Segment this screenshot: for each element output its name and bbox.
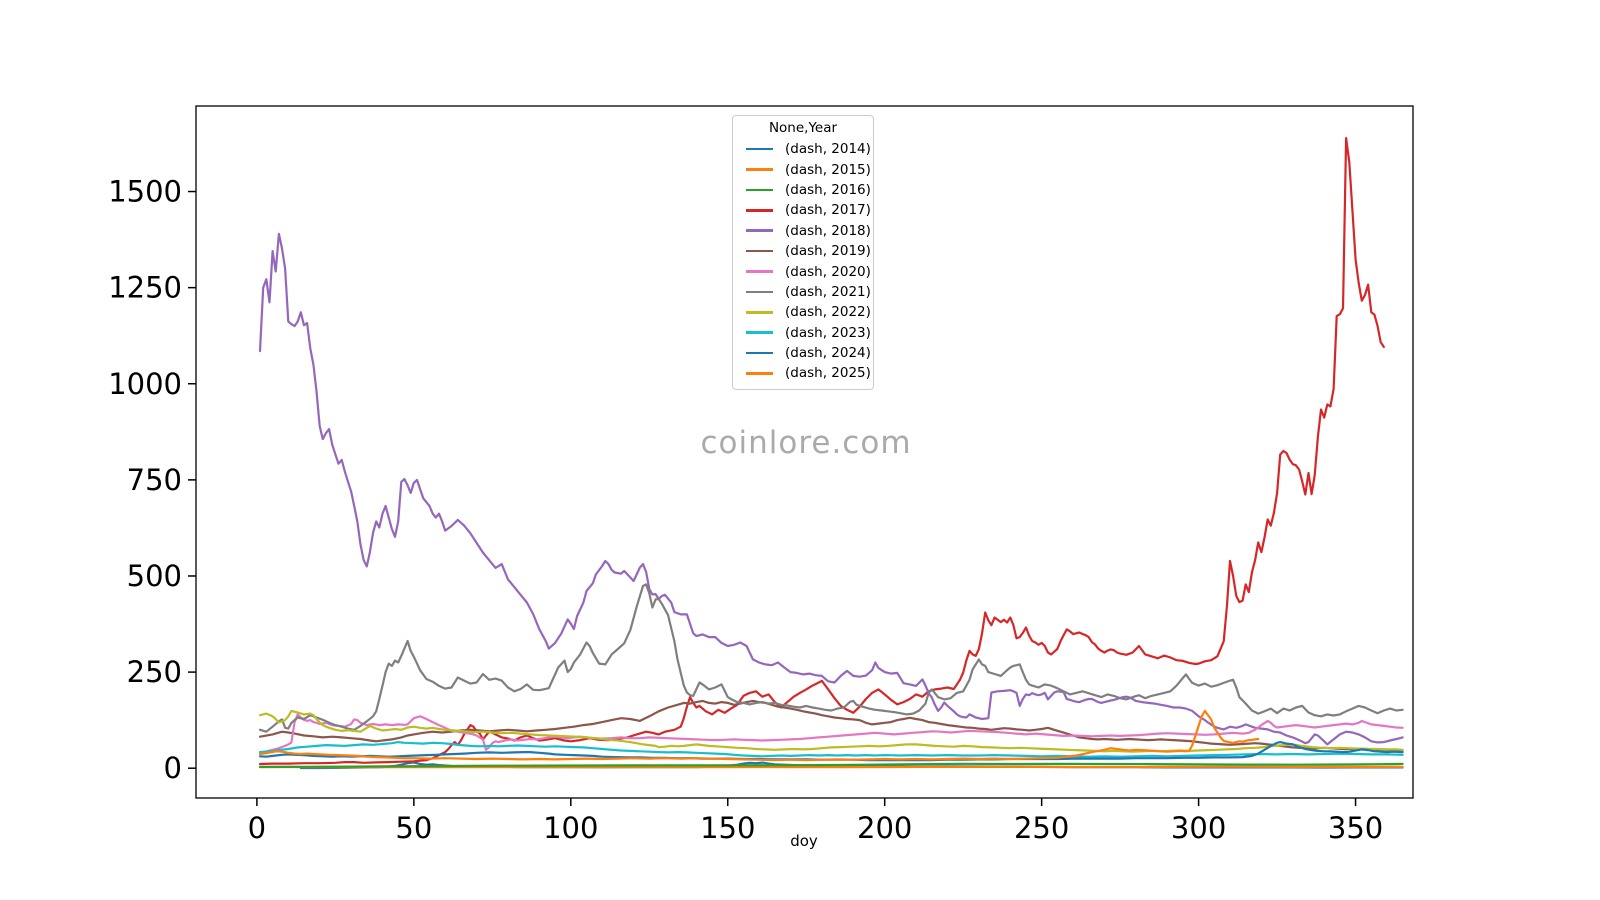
legend-item-dash-2023: (dash, 2023): [733, 323, 873, 343]
series-line-dash-2017: [258, 137, 1385, 766]
legend-label: (dash, 2016): [785, 181, 871, 198]
legend-items: (dash, 2014) (dash, 2015) (dash, 2016) (das…: [733, 139, 873, 384]
legend-item-dash-2015: (dash, 2015): [733, 159, 873, 179]
series-line-dash-2016: [258, 762, 1404, 769]
legend-item-dash-2020: (dash, 2020): [733, 261, 873, 281]
legend-label: (dash, 2017): [785, 202, 871, 219]
y-tick-label: 1500: [108, 175, 182, 209]
legend-swatch: [746, 270, 773, 273]
legend-label: (dash, 2019): [785, 243, 871, 260]
legend-label: (dash, 2025): [785, 365, 871, 382]
plot-border: [195, 105, 1414, 799]
legend-item-dash-2017: (dash, 2017): [733, 200, 873, 220]
series-line-dash-2018: [258, 232, 1404, 746]
y-tick-label: 0: [164, 751, 182, 785]
legend-swatch: [746, 331, 773, 334]
legend-swatch: [746, 188, 773, 192]
legend-swatch: [746, 229, 773, 233]
legend-label: (dash, 2018): [785, 222, 871, 239]
watermark: coinlore.com: [700, 425, 912, 461]
legend-label: (dash, 2020): [785, 263, 871, 280]
series-line-dash-2015: [258, 765, 1404, 769]
legend-item-dash-2024: (dash, 2024): [733, 343, 873, 363]
legend-swatch: [746, 209, 773, 212]
x-tick-label: 200: [857, 811, 912, 845]
x-tick-label: 50: [395, 811, 432, 845]
x-tick-label: 250: [1014, 811, 1069, 845]
series-line-dash-2019: [258, 699, 1404, 752]
x-tick-label: 150: [700, 811, 755, 845]
legend-label: (dash, 2021): [785, 283, 871, 300]
legend-swatch: [746, 168, 773, 171]
x-tick-label: 300: [1171, 811, 1226, 845]
y-tick-label: 750: [127, 463, 182, 497]
legend-swatch: [746, 249, 773, 253]
series-line-dash-2021: [258, 583, 1404, 733]
y-tick-label: 1250: [108, 271, 182, 305]
x-tick-label: 350: [1328, 811, 1383, 845]
series-line-dash-2025: [258, 709, 1260, 762]
y-tick-label: 500: [127, 559, 182, 593]
legend-swatch: [746, 311, 773, 314]
legend-item-dash-2022: (dash, 2022): [733, 302, 873, 322]
legend-label: (dash, 2024): [785, 345, 871, 362]
legend-swatch: [746, 372, 773, 375]
legend-item-dash-2019: (dash, 2019): [733, 241, 873, 261]
legend-swatch: [746, 351, 773, 355]
legend-item-dash-2018: (dash, 2018): [733, 221, 873, 241]
legend-label: (dash, 2015): [785, 161, 871, 178]
y-tick-label: 250: [127, 655, 182, 689]
legend-swatch: [746, 290, 773, 294]
legend-title: None,Year: [768, 120, 838, 136]
series-line-dash-2020: [258, 713, 1404, 754]
legend-item-dash-2016: (dash, 2016): [733, 180, 873, 200]
legend-label: (dash, 2022): [785, 304, 871, 321]
x-tick-label: 100: [543, 811, 598, 845]
legend-item-dash-2021: (dash, 2021): [733, 282, 873, 302]
y-tick-label: 1000: [108, 367, 182, 401]
series-line-dash-2023: [258, 740, 1404, 758]
x-tick-label: 0: [248, 811, 266, 845]
legend-item-dash-2025: (dash, 2025): [733, 363, 873, 383]
legend-item-dash-2014: (dash, 2014): [733, 139, 873, 159]
legend-label: (dash, 2023): [785, 324, 871, 341]
legend: None,Year (dash, 2014) (dash, 2015) (dash,…: [732, 115, 874, 390]
legend-swatch: [746, 147, 773, 151]
x-axis-label: doy: [790, 832, 818, 850]
legend-label: (dash, 2014): [785, 141, 871, 158]
